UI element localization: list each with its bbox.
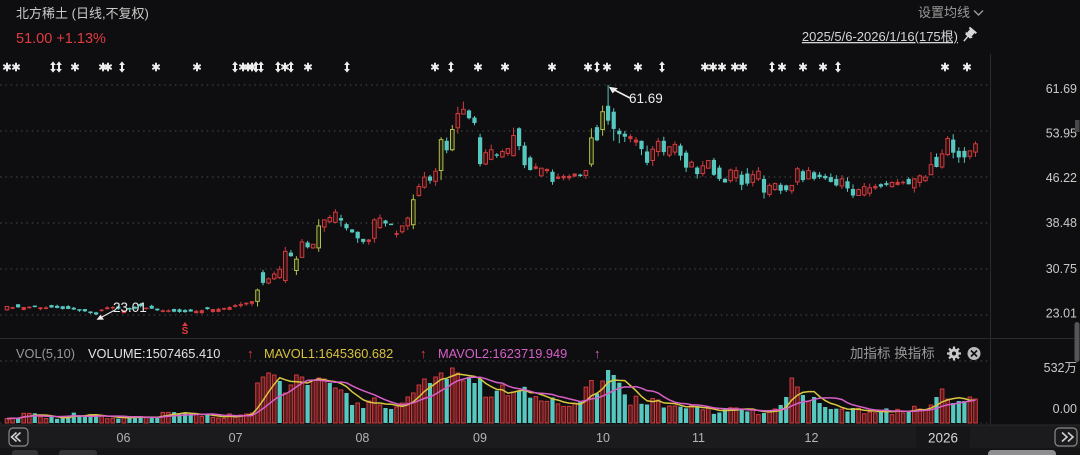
svg-text:23.01: 23.01 [113, 300, 147, 315]
svg-text:2026: 2026 [928, 431, 958, 446]
svg-text:VOLUME:1507465.410: VOLUME:1507465.410 [88, 346, 220, 361]
svg-text:加指标 换指标: 加指标 换指标 [850, 346, 935, 361]
svg-text:10: 10 [596, 431, 610, 445]
svg-text:61.69: 61.69 [1046, 82, 1077, 96]
svg-text:532万: 532万 [1044, 361, 1077, 375]
svg-text:23.01: 23.01 [1046, 307, 1077, 321]
svg-text:↑: ↑ [420, 346, 427, 361]
svg-text:51.00 +1.13%: 51.00 +1.13% [16, 31, 106, 47]
svg-text:S: S [182, 326, 189, 337]
svg-text:07: 07 [229, 431, 243, 445]
svg-text:MAVOL2:1623719.949: MAVOL2:1623719.949 [438, 346, 567, 361]
svg-text:11: 11 [692, 431, 705, 445]
svg-text:61.69: 61.69 [629, 91, 663, 106]
svg-text:VOL(5,10): VOL(5,10) [16, 346, 75, 361]
svg-text:北方稀土 (日线,不复权): 北方稀土 (日线,不复权) [16, 6, 149, 21]
svg-text:↑: ↑ [247, 346, 254, 361]
svg-text:30.75: 30.75 [1046, 262, 1077, 276]
svg-text:46.22: 46.22 [1046, 171, 1077, 185]
svg-text:08: 08 [355, 431, 369, 445]
svg-text:设置均线: 设置均线 [918, 5, 970, 20]
svg-text:0.00: 0.00 [1053, 402, 1077, 416]
svg-text:↑: ↑ [594, 346, 601, 361]
svg-text:38.48: 38.48 [1046, 216, 1077, 230]
svg-text:09: 09 [473, 431, 487, 445]
svg-text:2025/5/6-2026/1/16(175根): 2025/5/6-2026/1/16(175根) [802, 29, 958, 44]
svg-text:06: 06 [117, 431, 131, 445]
svg-text:53.95: 53.95 [1046, 127, 1077, 141]
svg-text:12: 12 [805, 431, 819, 445]
svg-text:MAVOL1:1645360.682: MAVOL1:1645360.682 [264, 346, 393, 361]
